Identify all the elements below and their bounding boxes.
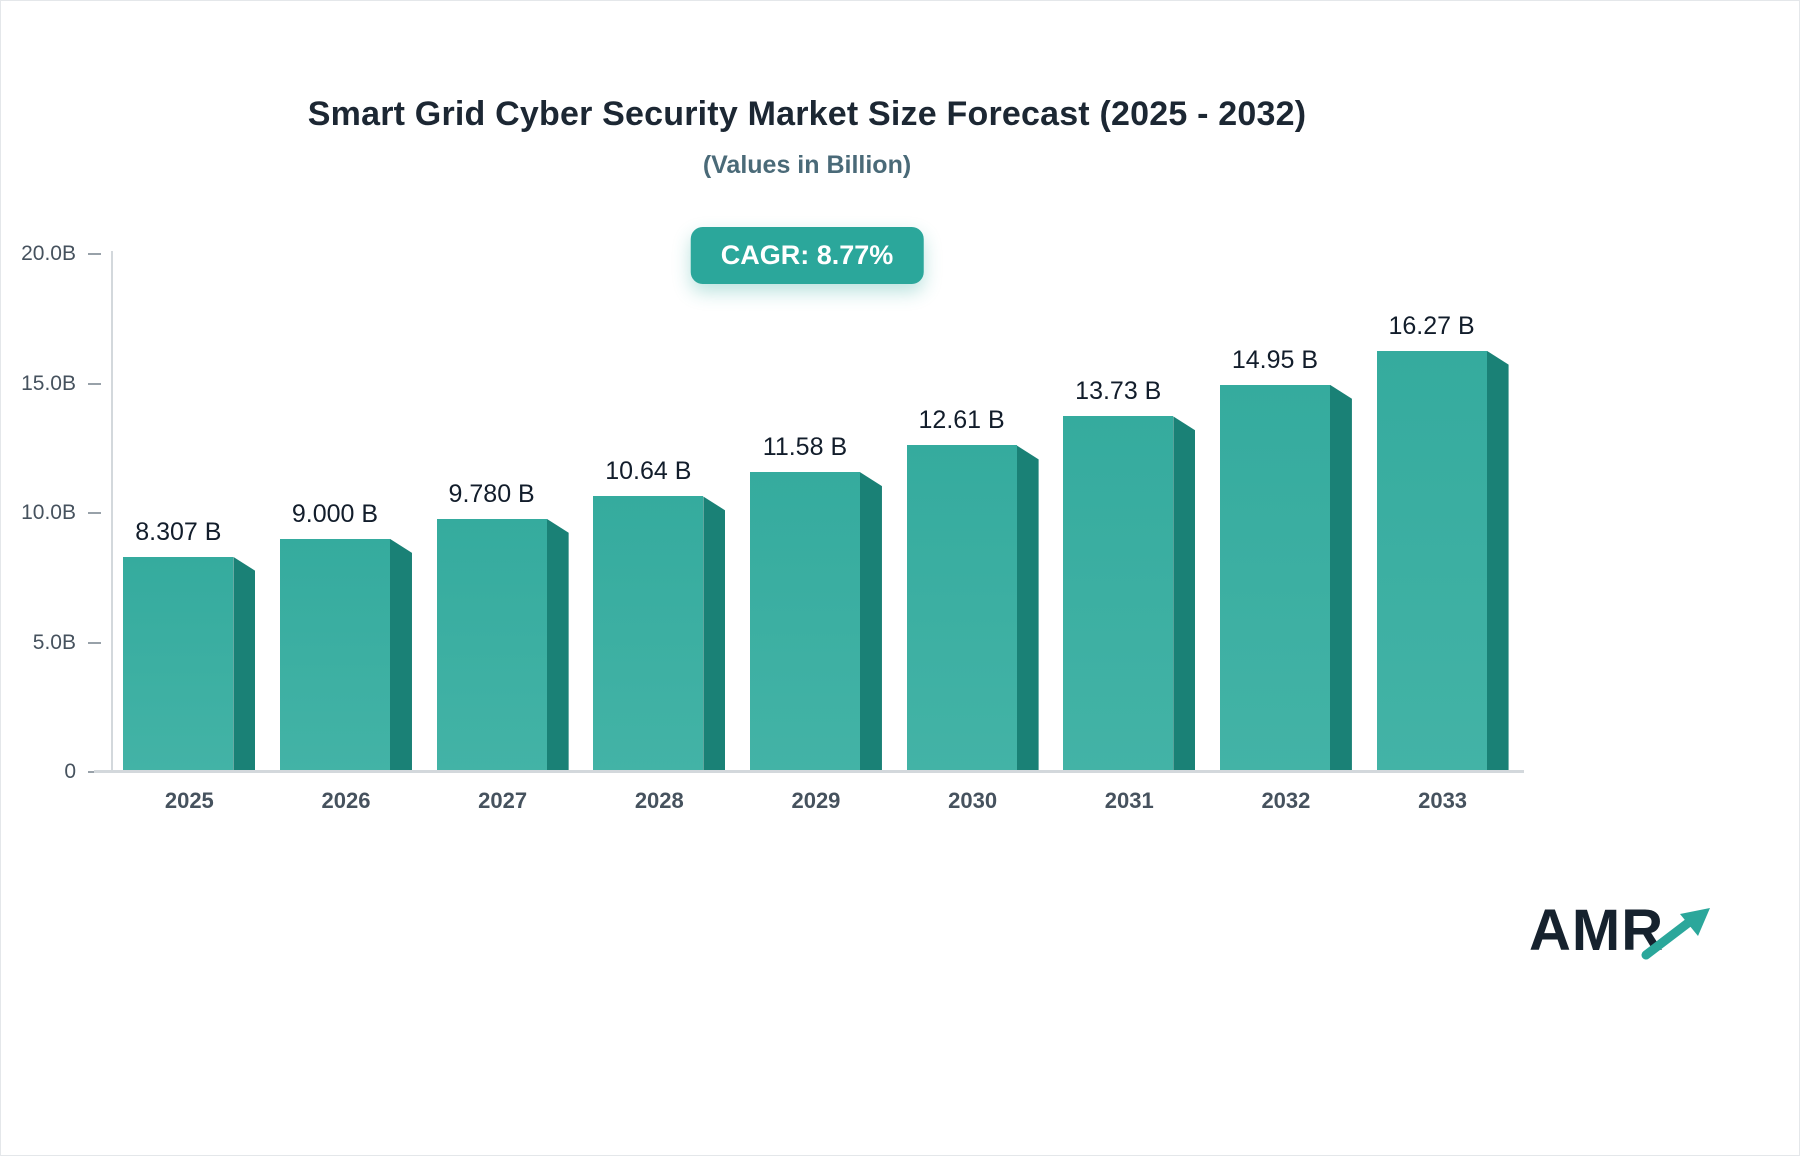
y-tick-15.0B: 15.0B bbox=[21, 372, 101, 396]
amr-logo-text: AMR bbox=[1529, 898, 1665, 963]
bar-group-2029: 11.58 B 2029 bbox=[749, 254, 882, 813]
bar-2027: 9.780 B bbox=[436, 480, 569, 772]
bar-value-label: 8.307 B bbox=[135, 517, 222, 546]
bar-value-label: 9.780 B bbox=[448, 479, 535, 508]
tick-mark bbox=[88, 641, 101, 644]
y-axis-line bbox=[111, 251, 113, 772]
bar-group-2033: 16.27 B 2033 bbox=[1376, 254, 1509, 813]
bar-value-label: 14.95 B bbox=[1231, 345, 1319, 374]
x-axis-label: 2028 bbox=[634, 788, 684, 813]
bar-group-2028: 10.64 B 2028 bbox=[593, 254, 726, 813]
bar-side-face bbox=[233, 556, 256, 772]
y-tick-label: 0 bbox=[64, 760, 76, 783]
y-tick-label: 10.0B bbox=[21, 501, 76, 524]
bar-side-face bbox=[389, 538, 412, 772]
bar-group-2032: 14.95 B 2032 bbox=[1219, 254, 1352, 813]
bar-side-face bbox=[1173, 416, 1196, 772]
tick-mark bbox=[88, 382, 101, 385]
x-axis-label: 2030 bbox=[948, 788, 998, 813]
bar-2030: 12.61 B bbox=[906, 406, 1039, 772]
bar-group-2027: 9.780 B 2027 bbox=[436, 254, 569, 813]
bar-side-face bbox=[1329, 384, 1352, 772]
trend-arrow-icon bbox=[1641, 908, 1711, 960]
tick-mark bbox=[88, 253, 101, 255]
bar-side-face bbox=[1486, 350, 1509, 772]
x-axis-label: 2026 bbox=[321, 788, 371, 813]
x-axis-label: 2033 bbox=[1418, 788, 1468, 813]
plot-area: 8.307 B 2025 9.000 B 2026 9.780 B 2027 10.64 B… bbox=[111, 254, 1521, 813]
bar-group-2031: 13.73 B 2031 bbox=[1063, 254, 1196, 813]
bar-side-face bbox=[546, 518, 569, 772]
bar-value-label: 11.58 B bbox=[762, 433, 848, 462]
chart-title: Smart Grid Cyber Security Market Size Fo… bbox=[307, 95, 1307, 133]
y-tick-5.0B: 5.0B bbox=[33, 631, 101, 655]
chart-subtitle: (Values in Billion) bbox=[702, 151, 912, 179]
bar-2031: 13.73 B bbox=[1063, 377, 1196, 772]
x-axis-label: 2029 bbox=[791, 788, 841, 813]
y-tick-20.0B: 20.0B bbox=[21, 242, 101, 266]
x-axis-label: 2025 bbox=[164, 788, 214, 813]
tick-mark bbox=[88, 512, 101, 514]
y-tick-label: 20.0B bbox=[21, 242, 76, 265]
x-axis-label: 2032 bbox=[1261, 788, 1311, 813]
amr-logo: AMR bbox=[1529, 897, 1714, 964]
bar-value-label: 16.27 B bbox=[1388, 311, 1475, 340]
bar-2028: 10.64 B bbox=[593, 457, 726, 772]
bar-group-2025: 8.307 B 2025 bbox=[123, 254, 256, 813]
bar-side-face bbox=[859, 472, 882, 772]
bar-side-face bbox=[703, 496, 726, 772]
bar-2032: 14.95 B bbox=[1219, 346, 1352, 772]
bar-value-label: 10.64 B bbox=[605, 457, 692, 486]
y-axis: 0 5.0B 10.0B 15.0B 20.0B bbox=[1, 242, 101, 783]
bar-group-2026: 9.000 B 2026 bbox=[279, 254, 412, 813]
cagr-badge-label: CAGR: 8.77% bbox=[720, 240, 894, 270]
bar-value-label: 9.000 B bbox=[291, 499, 379, 528]
bar-2026: 9.000 B bbox=[279, 500, 412, 772]
x-axis-line bbox=[94, 770, 1524, 773]
bar-group-2030: 12.61 B 2030 bbox=[906, 254, 1039, 813]
bar-2025: 8.307 B bbox=[123, 518, 256, 772]
cagr-badge: CAGR: 8.77% bbox=[690, 227, 924, 284]
bar-value-label: 12.61 B bbox=[918, 406, 1005, 435]
x-axis-label: 2027 bbox=[478, 788, 528, 813]
bar-side-face bbox=[1016, 445, 1039, 772]
bar-value-label: 13.73 B bbox=[1075, 377, 1162, 406]
y-tick-label: 15.0B bbox=[21, 371, 76, 395]
bar-2029: 11.58 B bbox=[749, 433, 882, 772]
y-tick-10.0B: 10.0B bbox=[21, 501, 101, 525]
y-tick-label: 5.0B bbox=[32, 630, 76, 654]
bar-2033: 16.27 B bbox=[1376, 312, 1509, 772]
x-axis-label: 2031 bbox=[1104, 788, 1154, 813]
